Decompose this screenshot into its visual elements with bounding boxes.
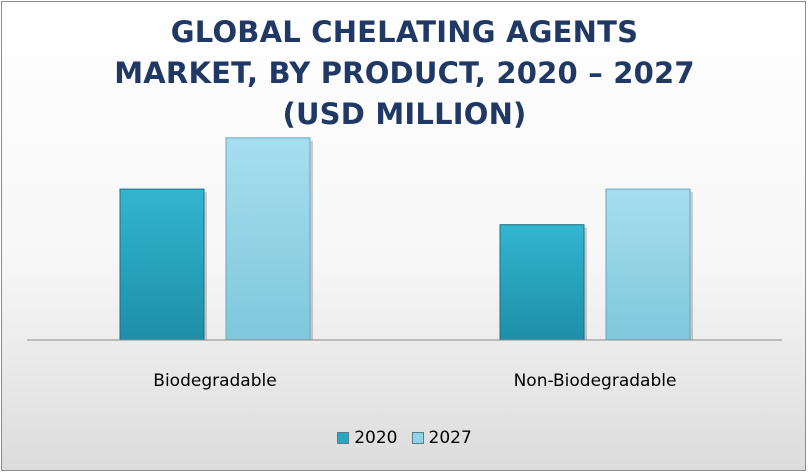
legend-swatch-2020 — [337, 432, 350, 444]
chart-title: GLOBAL CHELATING AGENTS MARKET, BY PRODU… — [2, 12, 807, 135]
legend-swatch-2027 — [411, 432, 424, 444]
legend-item-2020: 2020 — [337, 428, 398, 448]
legend: 2020 2027 — [2, 428, 807, 448]
bar-2027-non-biodegradable — [605, 188, 691, 341]
chart-title-line-3: (USD MILLION) — [282, 97, 527, 131]
bar-2020-non-biodegradable — [499, 224, 585, 341]
legend-item-2027: 2027 — [411, 428, 472, 448]
category-label-biodegradable: Biodegradable — [153, 371, 276, 391]
legend-label-2027: 2027 — [428, 428, 472, 448]
bar-2027-biodegradable — [225, 137, 311, 341]
category-label-non-biodegradable: Non-Biodegradable — [514, 371, 677, 391]
bar-2020-biodegradable — [119, 188, 205, 341]
legend-label-2020: 2020 — [354, 428, 398, 448]
chart-title-line-1: GLOBAL CHELATING AGENTS — [170, 15, 639, 49]
chart-title-line-2: MARKET, BY PRODUCT, 2020 – 2027 — [114, 56, 695, 90]
